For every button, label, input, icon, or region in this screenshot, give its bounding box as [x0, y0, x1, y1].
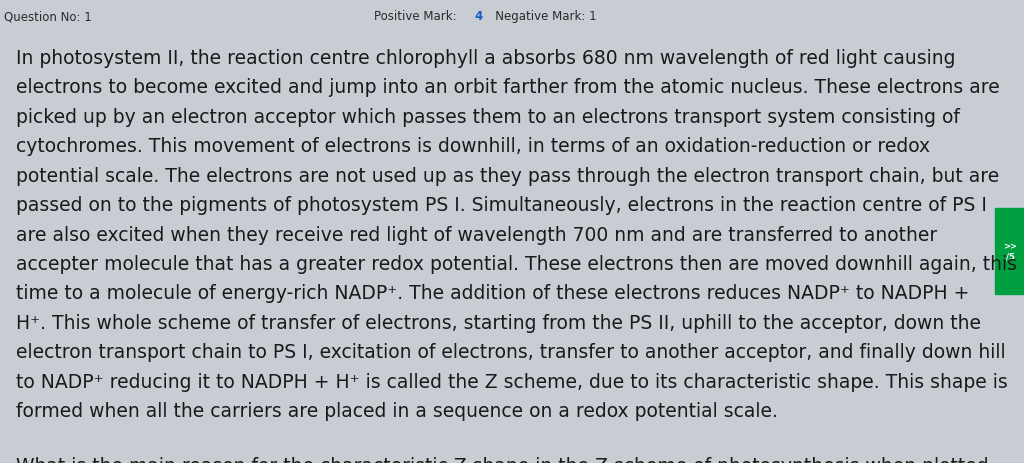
Text: In photosystem II, the reaction centre chlorophyll a absorbs 680 nm wavelength o: In photosystem II, the reaction centre c…: [16, 49, 955, 68]
Text: accepter molecule that has a greater redox potential. These electrons then are m: accepter molecule that has a greater red…: [16, 254, 1018, 273]
Text: are also excited when they receive red light of wavelength 700 nm and are transf: are also excited when they receive red l…: [16, 225, 938, 244]
Text: Negative Mark: 1: Negative Mark: 1: [484, 10, 597, 23]
Text: formed when all the carriers are placed in a sequence on a redox potential scale: formed when all the carriers are placed …: [16, 401, 778, 420]
Text: electron transport chain to PS I, excitation of electrons, transfer to another a: electron transport chain to PS I, excita…: [16, 343, 1006, 362]
Text: picked up by an electron acceptor which passes them to an electrons transport sy: picked up by an electron acceptor which …: [16, 107, 961, 126]
Text: cytochromes. This movement of electrons is downhill, in terms of an oxidation-re: cytochromes. This movement of electrons …: [16, 137, 931, 156]
Text: potential scale. The electrons are not used up as they pass through the electron: potential scale. The electrons are not u…: [16, 166, 999, 185]
Text: to NADP⁺ reducing it to NADPH + H⁺ is called the Z scheme, due to its characteri: to NADP⁺ reducing it to NADPH + H⁺ is ca…: [16, 372, 1009, 391]
Text: 4: 4: [474, 10, 482, 23]
Text: passed on to the pigments of photosystem PS I. Simultaneously, electrons in the : passed on to the pigments of photosystem…: [16, 195, 987, 214]
Text: Question No: 1: Question No: 1: [4, 10, 92, 23]
Bar: [995, 208, 1024, 294]
Text: >>
/5: >> /5: [1004, 242, 1017, 261]
Text: time to a molecule of energy-rich NADP⁺. The addition of these electrons reduces: time to a molecule of energy-rich NADP⁺.…: [16, 284, 970, 303]
Text: What is the main reason for the characteristic Z shape in the Z scheme of photos: What is the main reason for the characte…: [16, 457, 989, 463]
Text: electrons to become excited and jump into an orbit farther from the atomic nucle: electrons to become excited and jump int…: [16, 78, 1000, 97]
Text: H⁺. This whole scheme of transfer of electrons, starting from the PS II, uphill : H⁺. This whole scheme of transfer of ele…: [16, 313, 981, 332]
Text: Positive Mark:: Positive Mark:: [374, 10, 460, 23]
